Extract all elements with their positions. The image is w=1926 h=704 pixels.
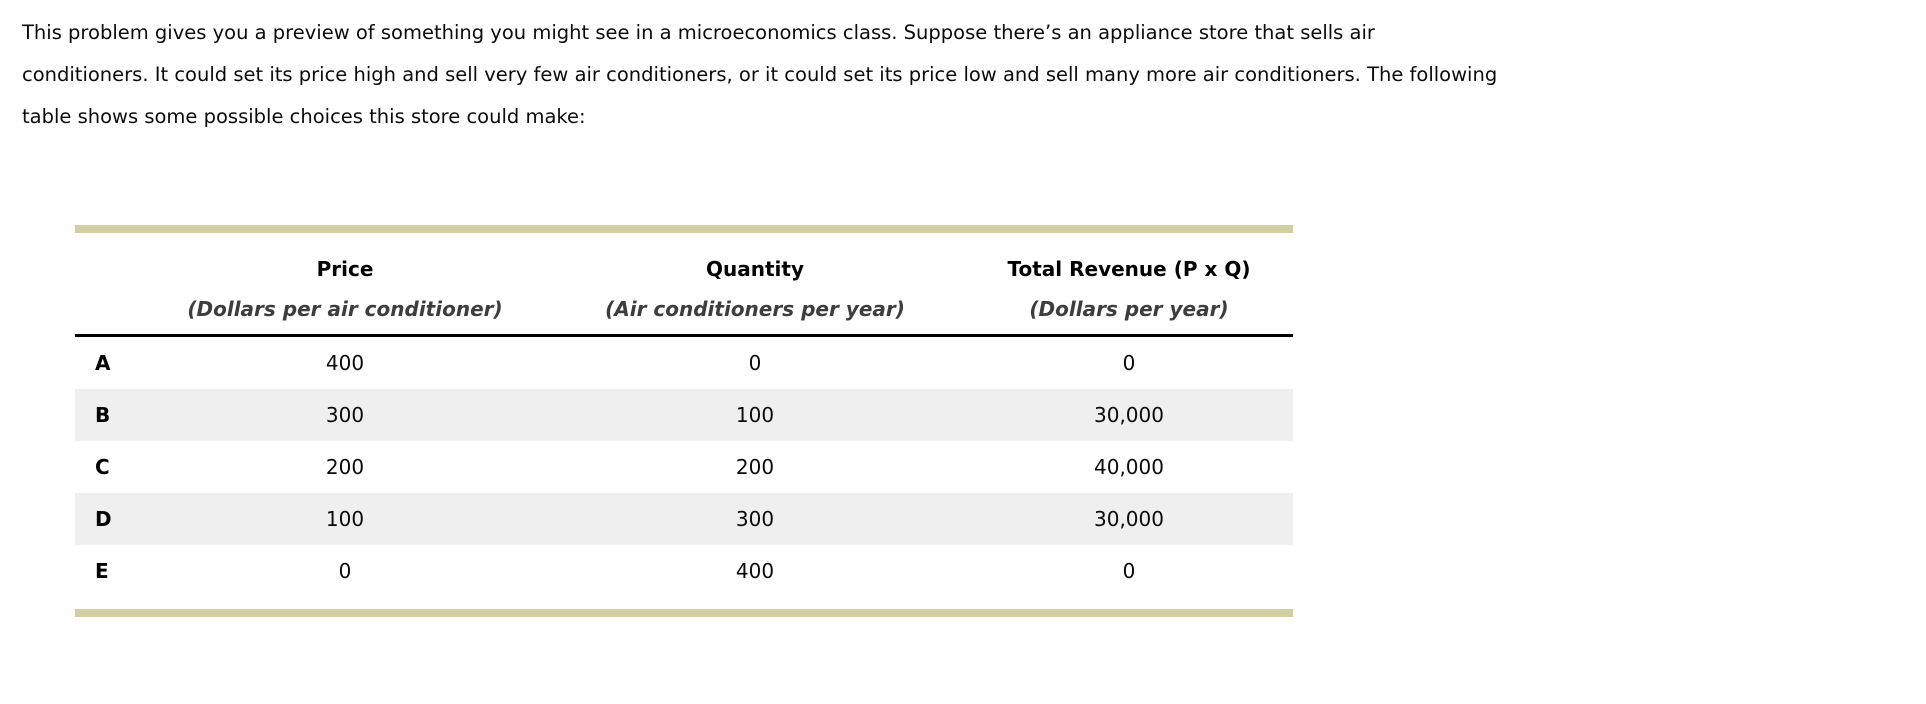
cell-total-revenue: 30,000 bbox=[1094, 507, 1164, 531]
price-quantity-revenue-table-section: Price Quantity Total Revenue (P x Q) (Do… bbox=[75, 225, 1293, 617]
row-letter: E bbox=[95, 559, 109, 583]
cell-price: 300 bbox=[325, 403, 365, 427]
cell-quantity: 300 bbox=[735, 507, 775, 531]
table-bottom-accent-bar bbox=[75, 609, 1293, 617]
column-header-price: Price bbox=[316, 257, 374, 281]
header-letter-spacer bbox=[75, 233, 145, 283]
column-subheader-quantity: (Air conditioners per year) bbox=[545, 283, 965, 337]
cell-quantity: 400 bbox=[735, 559, 775, 583]
table-row: D 100 300 30,000 bbox=[75, 493, 1293, 545]
price-quantity-revenue-table: Price Quantity Total Revenue (P x Q) (Do… bbox=[75, 233, 1293, 597]
table-header-row: Price Quantity Total Revenue (P x Q) bbox=[75, 233, 1293, 283]
column-header-total-revenue: Total Revenue (P x Q) bbox=[1007, 257, 1251, 281]
cell-quantity: 0 bbox=[748, 351, 762, 375]
row-letter: C bbox=[95, 455, 110, 479]
cell-price: 100 bbox=[325, 507, 365, 531]
subheader-letter-spacer bbox=[75, 283, 145, 337]
table-top-accent-bar bbox=[75, 225, 1293, 233]
cell-price: 200 bbox=[325, 455, 365, 479]
problem-statement-line: conditioners. It could set its price hig… bbox=[22, 63, 1498, 86]
cell-total-revenue: 0 bbox=[1122, 351, 1136, 375]
table-row: E 0 400 0 bbox=[75, 545, 1293, 597]
column-subheader-total-revenue: (Dollars per year) bbox=[965, 283, 1293, 337]
row-letter: D bbox=[95, 507, 112, 531]
problem-statement-line: This problem gives you a preview of some… bbox=[22, 21, 1375, 44]
cell-total-revenue: 30,000 bbox=[1094, 403, 1164, 427]
column-header-quantity: Quantity bbox=[706, 257, 804, 281]
table-row: B 300 100 30,000 bbox=[75, 389, 1293, 441]
problem-statement: This problem gives you a preview of some… bbox=[22, 12, 1926, 138]
cell-total-revenue: 40,000 bbox=[1094, 455, 1164, 479]
table-row: C 200 200 40,000 bbox=[75, 441, 1293, 493]
cell-quantity: 200 bbox=[735, 455, 775, 479]
column-subheader-price: (Dollars per air conditioner) bbox=[145, 283, 545, 337]
problem-statement-line: table shows some possible choices this s… bbox=[22, 105, 586, 128]
cell-price: 400 bbox=[325, 351, 365, 375]
row-letter: B bbox=[95, 403, 111, 427]
cell-quantity: 100 bbox=[735, 403, 775, 427]
cell-price: 0 bbox=[338, 559, 352, 583]
row-letter: A bbox=[95, 351, 111, 375]
cell-total-revenue: 0 bbox=[1122, 559, 1136, 583]
table-row: A 400 0 0 bbox=[75, 336, 1293, 390]
table-subheader-row: (Dollars per air conditioner) (Air condi… bbox=[75, 283, 1293, 337]
